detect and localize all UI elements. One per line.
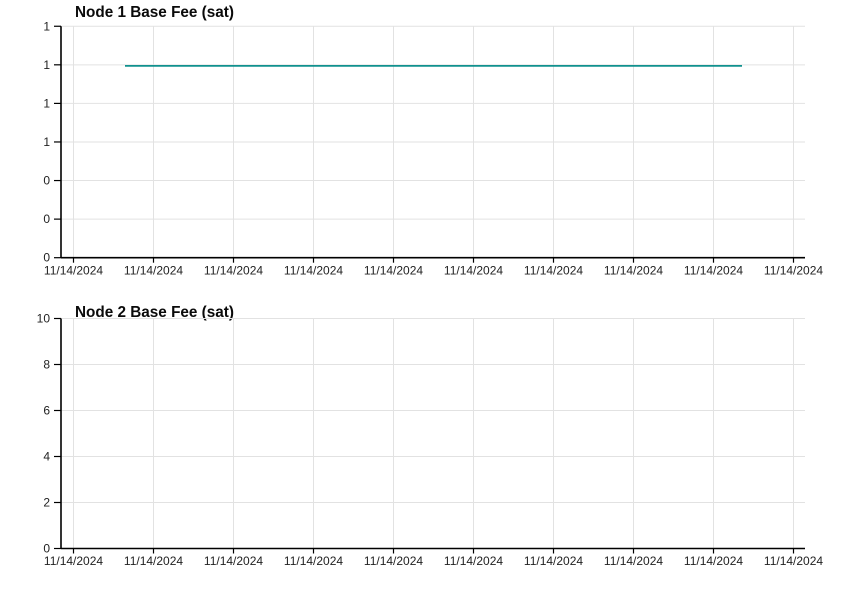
svg-text:1: 1: [43, 135, 50, 149]
svg-text:11/14/2024: 11/14/2024: [124, 264, 183, 278]
svg-text:4: 4: [43, 450, 50, 464]
svg-text:8: 8: [43, 358, 50, 372]
svg-text:0: 0: [43, 174, 50, 188]
svg-text:11/14/2024: 11/14/2024: [364, 554, 423, 568]
svg-text:1: 1: [43, 58, 50, 72]
svg-text:10: 10: [37, 312, 51, 326]
svg-text:11/14/2024: 11/14/2024: [444, 264, 503, 278]
svg-text:11/14/2024: 11/14/2024: [284, 264, 343, 278]
svg-text:11/14/2024: 11/14/2024: [684, 264, 743, 278]
svg-text:11/14/2024: 11/14/2024: [44, 554, 103, 568]
svg-text:11/14/2024: 11/14/2024: [764, 554, 823, 568]
svg-text:1: 1: [43, 19, 50, 33]
svg-text:11/14/2024: 11/14/2024: [364, 264, 423, 278]
svg-text:11/14/2024: 11/14/2024: [684, 554, 743, 568]
svg-text:1: 1: [43, 96, 50, 110]
svg-text:11/14/2024: 11/14/2024: [204, 264, 263, 278]
svg-text:11/14/2024: 11/14/2024: [444, 554, 503, 568]
svg-text:11/14/2024: 11/14/2024: [604, 264, 663, 278]
svg-text:11/14/2024: 11/14/2024: [764, 264, 823, 278]
svg-text:6: 6: [43, 404, 50, 418]
svg-text:11/14/2024: 11/14/2024: [284, 554, 343, 568]
svg-text:11/14/2024: 11/14/2024: [524, 554, 583, 568]
svg-text:0: 0: [43, 212, 50, 226]
svg-text:11/14/2024: 11/14/2024: [604, 554, 663, 568]
svg-text:2: 2: [43, 496, 50, 510]
svg-text:11/14/2024: 11/14/2024: [44, 264, 103, 278]
svg-text:11/14/2024: 11/14/2024: [524, 264, 583, 278]
svg-text:11/14/2024: 11/14/2024: [204, 554, 263, 568]
svg-text:11/14/2024: 11/14/2024: [124, 554, 183, 568]
